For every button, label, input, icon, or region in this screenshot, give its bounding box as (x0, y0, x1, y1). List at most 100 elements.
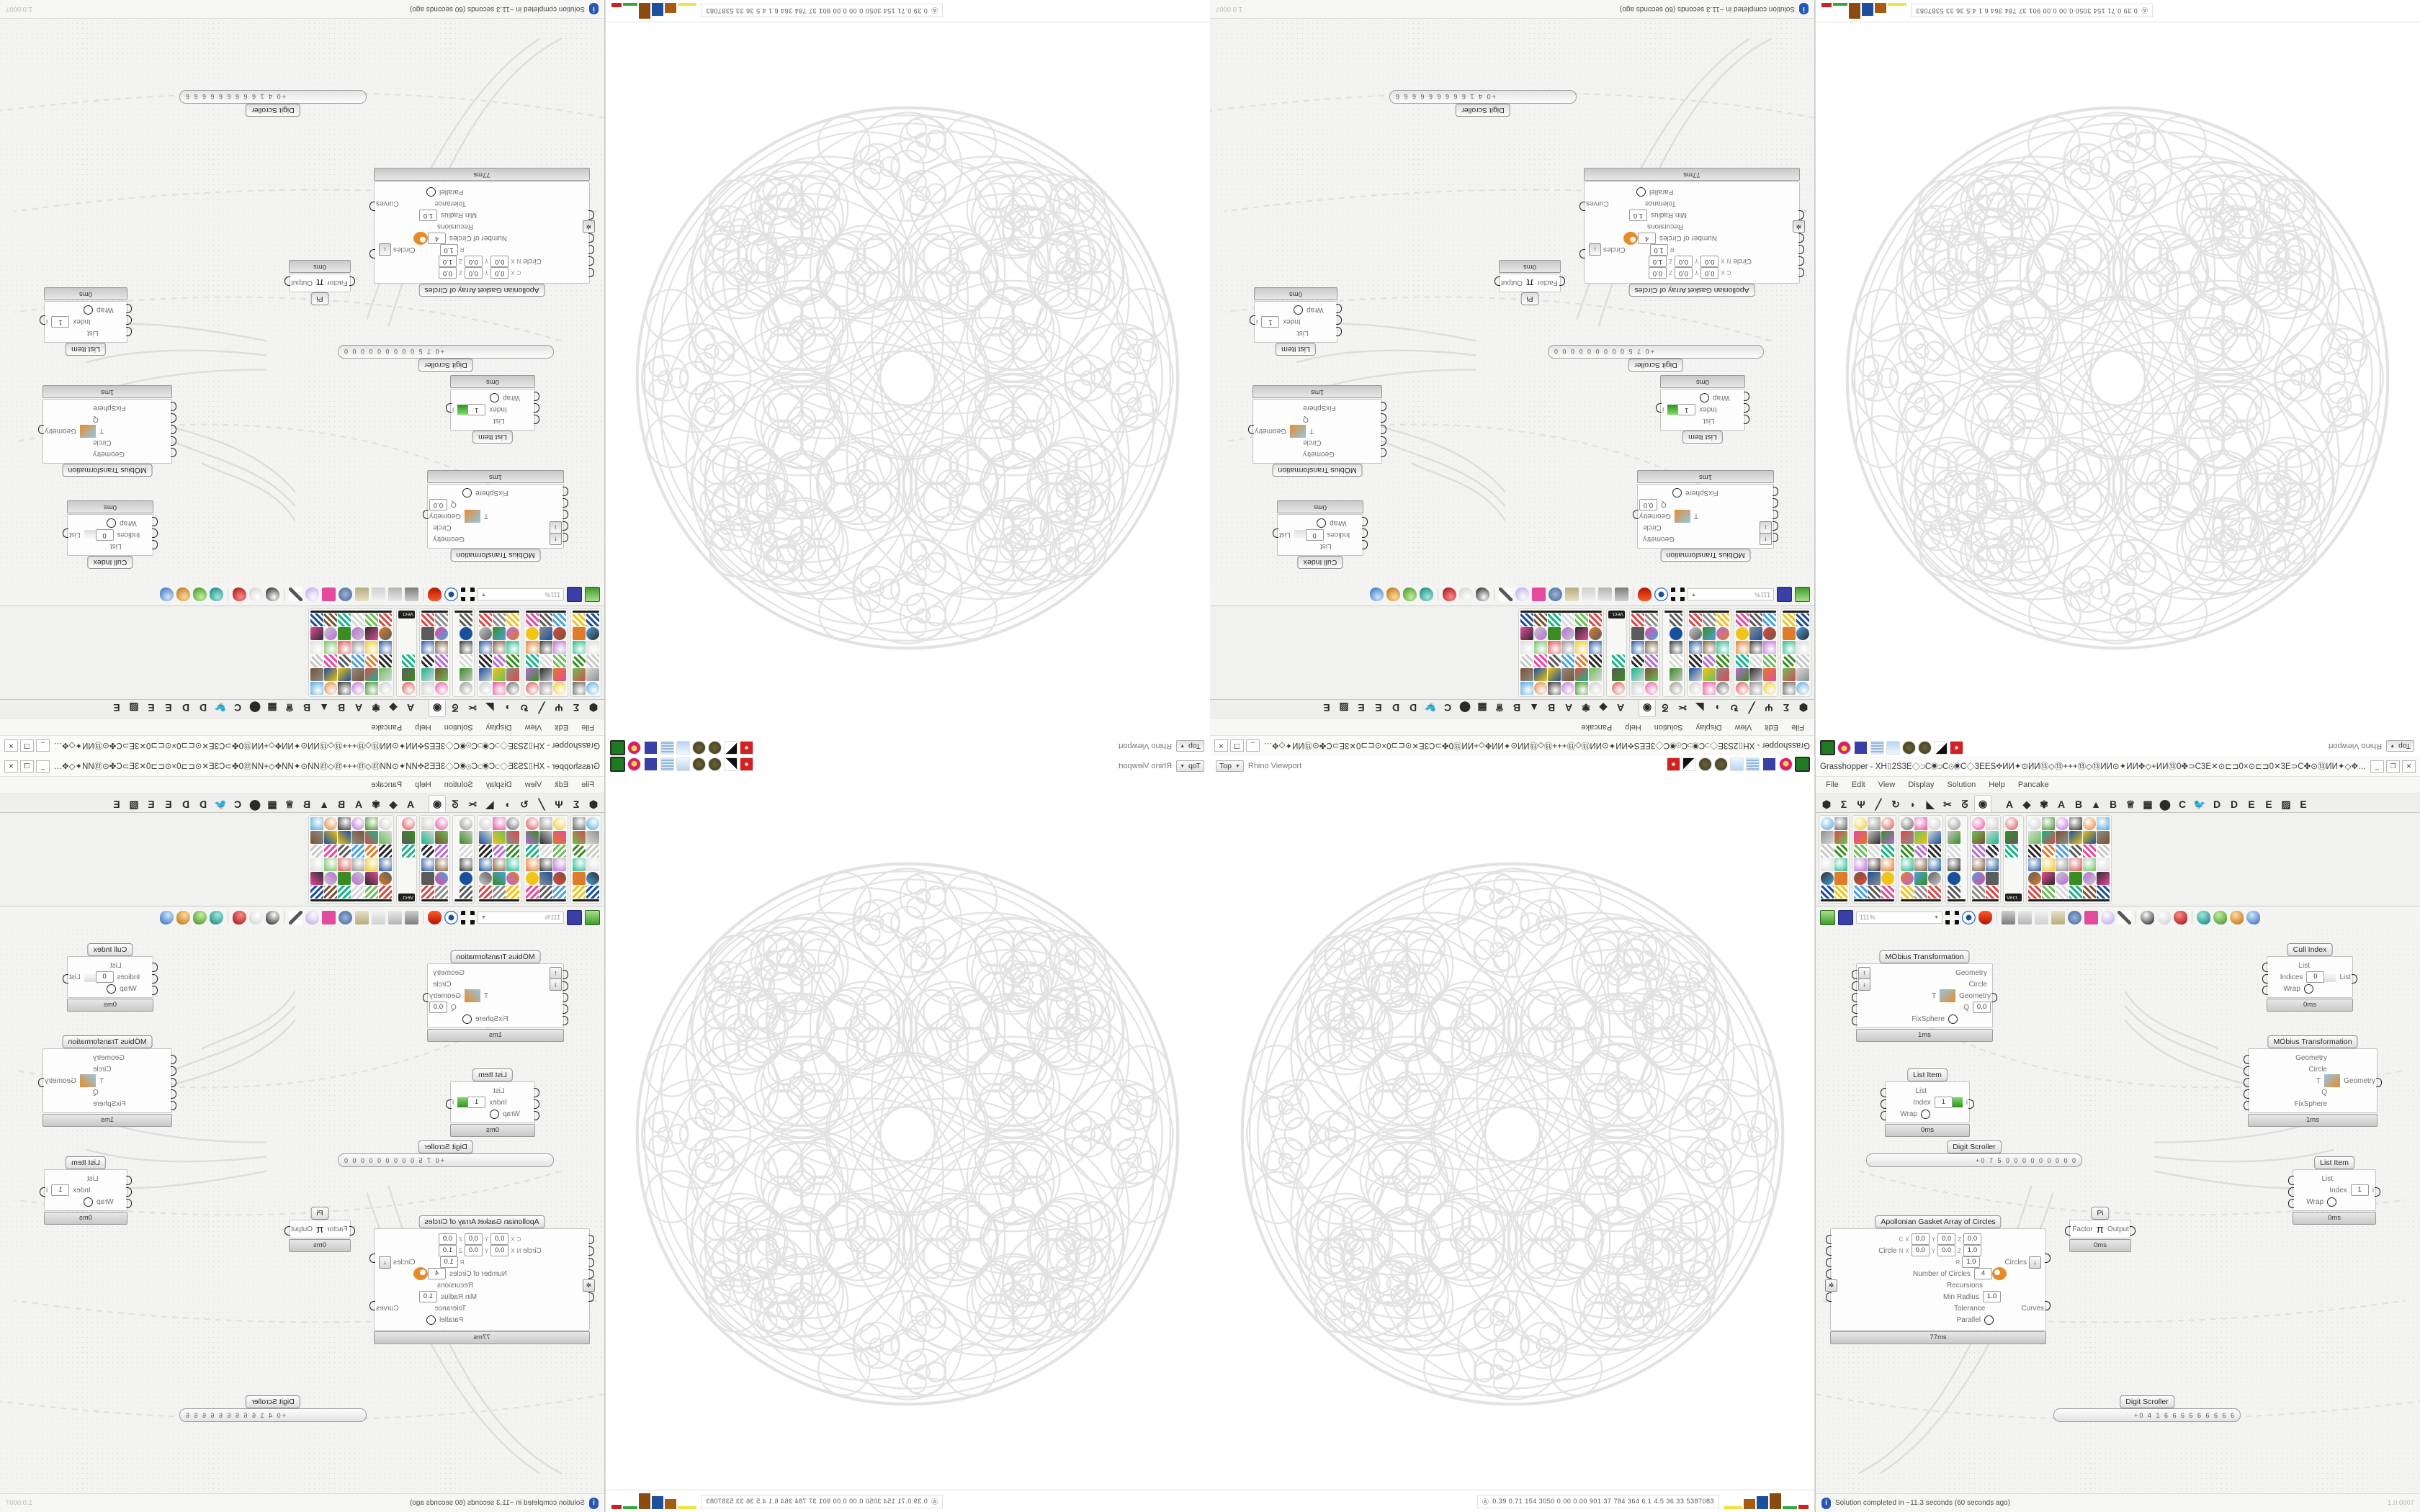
node-port-output[interactable] (423, 993, 429, 1002)
ribbon-component-icon[interactable] (2082, 817, 2096, 830)
node-port[interactable] (563, 981, 568, 991)
ribbon-component-icon[interactable] (526, 886, 539, 899)
node-caption[interactable]: Pi (310, 1207, 329, 1220)
tab-transform[interactable]: ᘔ (1662, 702, 1669, 714)
node-port[interactable] (1336, 304, 1342, 313)
ribbon-component-icon[interactable] (1783, 641, 1796, 654)
ribbon-component-icon[interactable] (365, 845, 379, 858)
node-body[interactable]: Geometry Circle T Geometry Q FixSphere (38, 399, 176, 464)
ribbon-component-icon[interactable] (1520, 682, 1534, 695)
ribbon-component-icon[interactable] (539, 654, 552, 667)
node-digit-scroller-bottom[interactable]: Digit Scroller +0 4 1 6 6 6 6 6 6 6 6 6 (2053, 1395, 2241, 1422)
grasshopper-icon[interactable] (627, 757, 641, 771)
component-ribbon[interactable]: ColourDimensionsGraphicsGrap..PreviewVec… (1210, 606, 1814, 699)
digit-scroller-widget[interactable]: +0 4 1 6 6 6 6 6 6 6 6 6 (179, 1408, 367, 1422)
save-icon[interactable] (643, 756, 658, 772)
node-list-item-top[interactable]: List Item List Index 1 i Wrap 0ms (1656, 375, 1749, 444)
ribbon-component-icon[interactable] (460, 613, 472, 626)
cy-field[interactable]: 0.0 (1937, 1233, 1956, 1245)
node-body[interactable]: ↑ Geometry ↓ Circle T Geometry Q 0.0 FixSphere (1852, 963, 1997, 1028)
ribbon-component-icon[interactable] (1854, 886, 1867, 899)
menu-item-view[interactable]: View (1878, 780, 1896, 789)
node-mobius-right[interactable]: MÖbius Transformation Geometry Circle T Geom… (2244, 1035, 2382, 1127)
ribbon-component-icon[interactable] (506, 831, 519, 844)
node-port[interactable] (588, 1235, 594, 1244)
ribbon-icon-grid[interactable] (1821, 817, 1847, 899)
ribbon-component-icon[interactable] (310, 641, 324, 654)
ribbon-component-icon[interactable] (586, 641, 599, 654)
node-caption[interactable]: Apollonian Gasket Array of Circles (1875, 1215, 2002, 1228)
zoom-level-input[interactable]: 111% ▼ (478, 911, 564, 924)
node-list-item-top[interactable]: List Item List Index 1 i Wrap 0ms (446, 1068, 539, 1137)
menu-item-display[interactable]: Display (485, 723, 512, 732)
ribbon-component-icon[interactable] (1971, 872, 1985, 885)
nx-field[interactable]: 0.0 (490, 1245, 509, 1256)
ribbon-component-icon[interactable] (1736, 613, 1749, 626)
help-icon[interactable] (1532, 588, 1546, 602)
menu-item-help[interactable]: Help (415, 723, 431, 732)
tab-addon-d1[interactable]: D (199, 798, 207, 810)
node-port[interactable] (1744, 392, 1749, 401)
ribbon-component-icon[interactable] (324, 858, 338, 871)
ribbon-component-icon[interactable] (573, 668, 586, 681)
node-port[interactable] (2262, 974, 2268, 984)
tab-mesh[interactable]: ◣ (1926, 798, 1935, 810)
tab-sets[interactable]: Ψ (555, 702, 563, 714)
tab-addon-a3[interactable]: ✾ (1582, 702, 1590, 714)
node-pi-node[interactable]: Pi Factor π Output 0ms (284, 1206, 355, 1252)
tab-vector[interactable]: ╱ (538, 702, 545, 714)
tab-addon-a4[interactable]: A (1564, 702, 1573, 714)
ribbon-component-icon[interactable] (1520, 641, 1534, 654)
ribbon-component-icon[interactable] (310, 613, 324, 626)
node-port-output[interactable] (1273, 528, 1278, 538)
indices-field[interactable]: 0 (95, 529, 114, 541)
node-digit-scroller-top[interactable]: Digit Scroller +0 7 5 0 0 0 0 0 0 0 0 0 (338, 345, 554, 372)
ribbon-group-colour[interactable]: Colour (570, 815, 601, 904)
node-caption[interactable]: MÖbius Transformation (62, 464, 153, 477)
ribbon-component-icon[interactable] (1749, 641, 1762, 654)
ribbon-component-icon[interactable] (1703, 682, 1716, 695)
gha-icon[interactable] (372, 910, 385, 924)
ribbon-group-winform[interactable]: WinForm (2025, 815, 2112, 904)
ribbon-component-icon[interactable] (365, 668, 379, 681)
ribbon-group-graphics[interactable]: Graphics (477, 608, 521, 697)
save-icon[interactable] (643, 740, 658, 756)
ribbon-component-icon[interactable] (573, 613, 586, 626)
ribbon-component-icon[interactable] (1561, 682, 1575, 695)
tab-addon-b6[interactable]: ⬤ (2159, 798, 2171, 810)
tab-addon-a4[interactable]: A (354, 702, 363, 714)
digit-scroller-widget[interactable]: +0 7 5 0 0 0 0 0 0 0 0 0 (1548, 345, 1764, 359)
ribbon-group-winform[interactable]: WinForm (308, 815, 395, 904)
tab-addon-b2[interactable]: ▲ (319, 798, 329, 810)
ribbon-component-icon[interactable] (539, 682, 552, 695)
tab-display[interactable]: ◉ (1974, 795, 1991, 812)
ribbon-component-icon[interactable] (365, 831, 379, 844)
search-icon[interactable] (339, 910, 352, 924)
menu-item-edit[interactable]: Edit (555, 723, 569, 732)
ribbon-component-icon[interactable] (2069, 858, 2082, 871)
ribbon-component-icon[interactable] (553, 886, 566, 899)
ribbon-component-icon[interactable] (1796, 613, 1809, 626)
menu-item-file[interactable]: File (581, 780, 594, 789)
ribbon-component-icon[interactable] (351, 831, 365, 844)
tab-maths[interactable]: Σ (1840, 798, 1847, 810)
ribbon-group-colour[interactable]: Colour (570, 608, 601, 697)
ribbon-component-icon[interactable] (421, 831, 435, 844)
component-tab-bar[interactable]: ⬢ Σ Ψ ╱ ↻ ◗ ◣ ✂ ᘔ ◉ A ◆ ✾ A B ▲ B ♕ ▦ ⬤ C 🐦 D D E E ▨ E (1816, 793, 2420, 813)
ribbon-component-icon[interactable] (2096, 872, 2110, 885)
bake-flame-icon[interactable] (428, 588, 442, 602)
indices-field[interactable]: 0 (95, 971, 114, 983)
tab-addon-a2[interactable]: ◆ (2022, 798, 2031, 810)
graft-icon[interactable]: ✲ (1825, 1279, 1837, 1292)
ribbon-component-icon[interactable] (1589, 641, 1603, 654)
node-digit-scroller-top[interactable]: Digit Scroller +0 7 5 0 0 0 0 0 0 0 0 0 (338, 1140, 554, 1167)
node-port[interactable] (563, 993, 568, 1002)
ribbon-component-icon[interactable] (1575, 641, 1589, 654)
tab-params[interactable]: ⬢ (1798, 702, 1809, 714)
node-caption[interactable]: MÖbius Transformation (450, 549, 541, 562)
viewport-view-selector[interactable]: Top ▼ (1176, 740, 1204, 752)
ribbon-component-icon[interactable] (2069, 886, 2082, 899)
preview-eye-icon[interactable] (1962, 910, 1976, 924)
node-port[interactable] (1362, 528, 1368, 538)
ribbon-component-icon[interactable] (1645, 641, 1659, 654)
